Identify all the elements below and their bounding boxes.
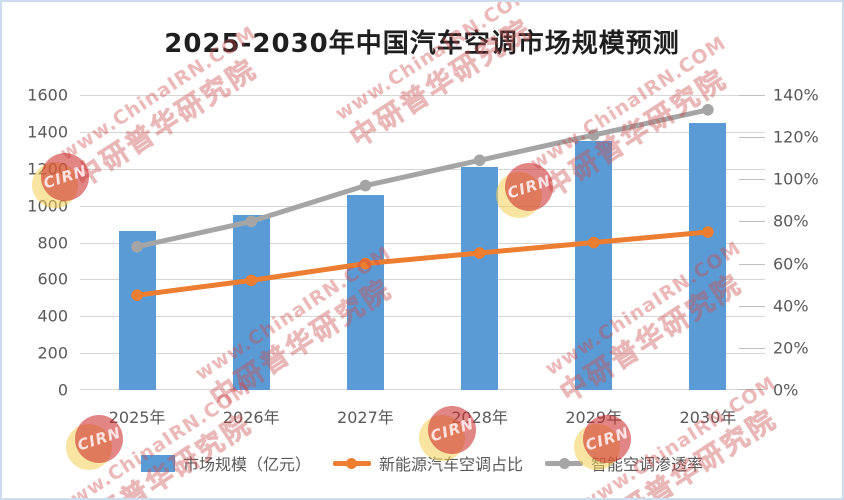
gridline	[80, 205, 765, 207]
right-axis-tick	[739, 263, 765, 265]
gridline	[80, 168, 765, 170]
gridline	[80, 316, 765, 318]
line-marker	[131, 289, 143, 301]
right-axis-tick-label: 20%	[773, 338, 809, 358]
right-axis-tick	[739, 95, 765, 96]
left-axis-tick-label: 200	[37, 343, 68, 363]
x-axis-label-2026年: 2026年	[222, 408, 280, 427]
line-marker	[359, 179, 372, 192]
gridline	[80, 279, 765, 281]
x-axis-label-2028年: 2028年	[451, 408, 508, 427]
gridline	[80, 95, 765, 96]
x-axis-label-2027年: 2027年	[337, 408, 394, 427]
line-series-layer	[131, 104, 714, 301]
watermark-text: www.ChinaIRN.COM 中研普华研究院	[51, 377, 274, 500]
gridline	[80, 353, 765, 355]
gridline	[80, 131, 765, 133]
right-axis-tick	[739, 305, 765, 307]
legend-label-market-size: 市场规模（亿元）	[182, 455, 311, 474]
right-axis-tick	[739, 179, 765, 181]
bar-2029年	[575, 141, 613, 390]
legend-label-nev-share: 新能源汽车空调占比	[378, 455, 523, 474]
line-marker	[588, 236, 600, 249]
chart-title: 2025-2030年中国汽车空调市场规模预测	[164, 29, 680, 59]
left-axis-tick-label: 1200	[27, 159, 68, 179]
logo-cirn-text: CIRN	[582, 423, 632, 455]
line-marker	[702, 104, 714, 116]
x-axis-label-2025年: 2025年	[108, 408, 166, 427]
bar-2026年	[232, 214, 270, 390]
legend-item-nev-share: 新能源汽车空调占比	[332, 451, 523, 475]
line-marker	[702, 226, 714, 238]
right-axis-tick-label: 0%	[773, 380, 799, 400]
right-axis-tick	[739, 221, 765, 223]
watermark-url-text: www.ChinaIRN.COM	[51, 377, 256, 500]
line-marker	[245, 215, 258, 228]
left-axis-tick-label: 600	[37, 269, 68, 289]
line-marker	[473, 247, 486, 259]
legend-item-smart-ac: 智能空调渗透率	[545, 451, 703, 475]
right-axis-tick-label: 100%	[773, 169, 819, 189]
right-axis-tick	[739, 137, 765, 139]
gridline	[80, 389, 765, 390]
line-series-2	[134, 107, 711, 250]
legend-label-smart-ac: 智能空调渗透率	[591, 455, 704, 474]
left-axis-tick-label: 1400	[27, 122, 68, 142]
x-axis-label-2029年: 2029年	[565, 408, 623, 427]
orange-line-marker	[332, 457, 371, 469]
bar-2030年	[689, 122, 727, 390]
gray-line-marker	[545, 457, 583, 469]
right-axis-tick-label: 140%	[773, 85, 819, 105]
right-axis-tick	[739, 347, 765, 349]
line-marker	[245, 274, 258, 287]
plot-area	[80, 95, 765, 390]
logo-cirn-text: CIRN	[74, 423, 124, 455]
legend-item-market-size: 市场规模（亿元）	[140, 451, 311, 475]
right-axis-tick	[739, 389, 765, 390]
bar-2027年	[346, 194, 384, 390]
line-series-1	[134, 229, 711, 298]
watermark-text: www.ChinaIRN.COM 中研普华研究院	[576, 372, 799, 500]
left-axis-tick-label: 1600	[27, 85, 68, 105]
left-axis-tick-label: 400	[37, 306, 68, 326]
line-marker	[588, 129, 600, 141]
right-axis-tick-label: 80%	[773, 211, 809, 231]
bar-2025年	[118, 231, 156, 390]
bar-series-swatch	[140, 454, 175, 472]
left-axis-tick-label: 0	[57, 380, 68, 400]
right-axis-tick-label: 40%	[773, 296, 809, 316]
x-axis-label-2030年: 2030年	[679, 408, 737, 427]
left-axis-tick-label: 800	[37, 233, 68, 252]
line-marker	[473, 154, 486, 167]
right-axis-tick-label: 120%	[773, 127, 819, 147]
watermark-url-text: www.ChinaIRN.COM	[576, 372, 781, 500]
right-axis-tick-label: 60%	[773, 254, 809, 274]
bar-2028年	[461, 166, 499, 390]
left-axis-tick-label: 1000	[27, 196, 68, 216]
line-marker	[359, 257, 372, 270]
line-marker	[131, 240, 143, 253]
gridline	[80, 242, 765, 244]
legend: 市场规模（亿元） 新能源汽车空调占比 智能空调渗透率	[2, 451, 842, 475]
